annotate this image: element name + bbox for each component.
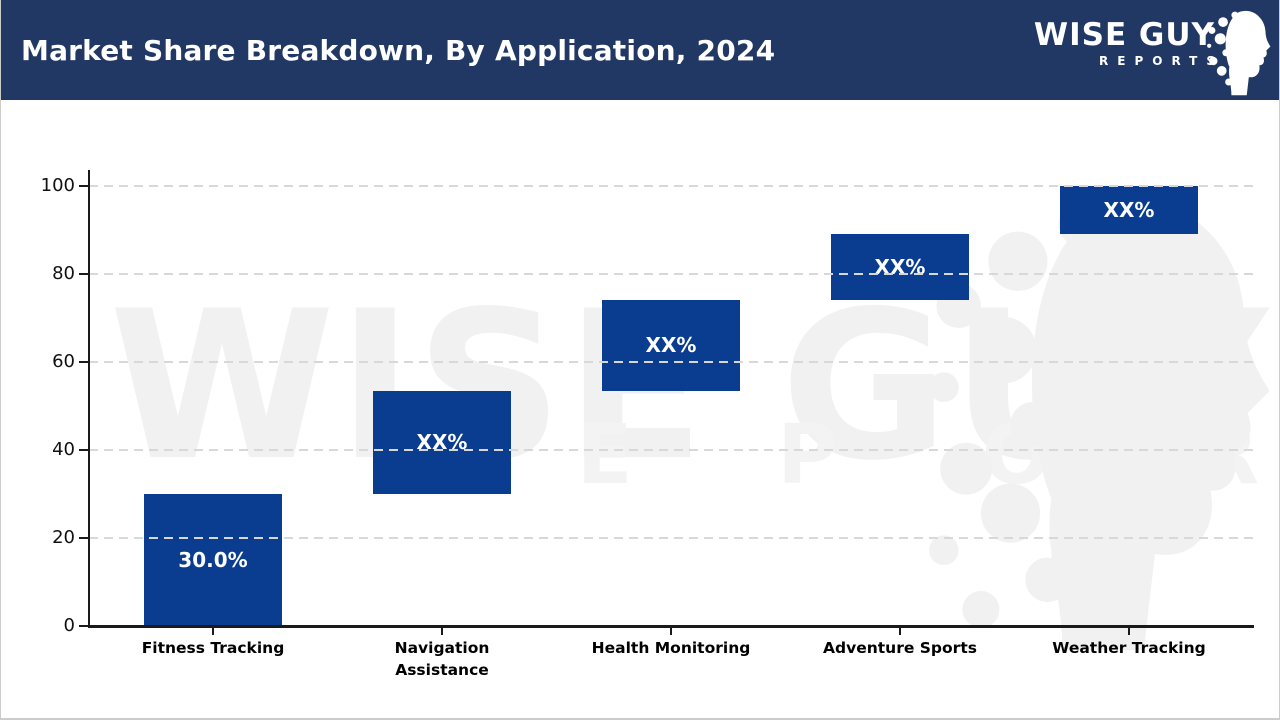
y-tick-100 [79,185,88,187]
header-bar: Market Share Breakdown, By Application, … [1,0,1279,100]
x-tick-adventure-sports [899,627,901,635]
bar-fitness-tracking: 30.0% [144,494,282,626]
x-category-label-adventure-sports: Adventure Sports [823,639,977,657]
bar-value-label-fitness-tracking: 30.0% [178,548,248,572]
brand-logo-wise-guy: WISE GUY [1033,17,1215,53]
bar-health-monitoring: XX% [602,300,740,391]
x-tick-fitness-tracking [212,627,214,635]
y-tick-label-80: 80 [52,263,75,284]
y-tick-20 [79,537,88,539]
y-tick-label-0: 0 [63,615,75,636]
bar-navigation-assistance: XX% [373,390,511,494]
x-axis-line [88,625,1254,628]
brand-logo-reports: REPORTS [1099,54,1224,69]
x-tick-navigation-assistance [441,627,443,635]
bar-value-label-adventure-sports: XX% [874,255,926,280]
brand-logo: WISE GUY REPORTS [1034,18,1215,68]
bar-adventure-sports: XX% [831,234,969,301]
y-tick-60 [79,361,88,363]
y-tick-label-20: 20 [52,527,75,548]
gridline-20 [89,537,1253,539]
gridline-60 [89,361,1253,363]
x-category-label-fitness-tracking: Fitness Tracking [141,639,285,657]
x-tick-weather-tracking [1128,627,1130,635]
y-tick-label-60: 60 [52,351,75,372]
x-tick-health-monitoring [670,627,672,635]
page-title: Market Share Breakdown, By Application, … [21,33,776,67]
gridline-100 [89,185,1253,187]
y-tick-40 [79,449,88,451]
y-axis-line [88,170,90,628]
brand-head-profile-icon [1207,10,1271,96]
x-category-label-navigation-assistance: Navigation Assistance [394,639,490,679]
bar-value-label-health-monitoring: XX% [645,333,697,358]
y-tick-label-100: 100 [40,175,75,196]
y-tick-label-40: 40 [52,439,75,460]
y-tick-80 [79,273,88,275]
gridline-40 [89,449,1253,451]
x-category-label-health-monitoring: Health Monitoring [591,639,751,657]
bar-weather-tracking: XX% [1060,186,1198,235]
y-tick-0 [79,625,88,627]
x-category-label-weather-tracking: Weather Tracking [1052,639,1206,657]
bar-value-label-weather-tracking: XX% [1103,198,1155,223]
gridline-80 [89,273,1253,275]
